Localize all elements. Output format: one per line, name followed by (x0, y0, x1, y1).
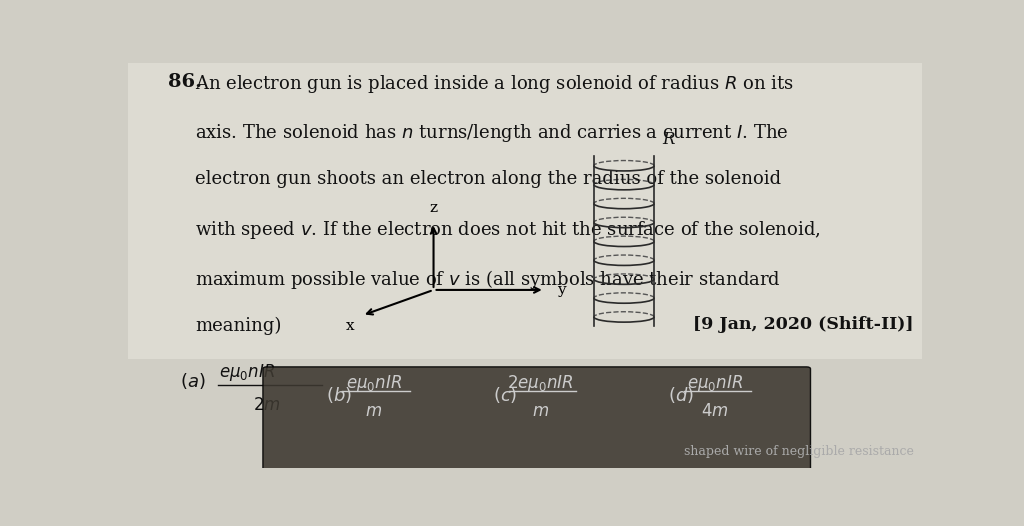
Text: $4m$: $4m$ (701, 403, 729, 420)
Text: z: z (429, 201, 437, 215)
Text: $e\mu_0 nIR$: $e\mu_0 nIR$ (687, 372, 743, 393)
Text: with speed $v$. If the electron does not hit the surface of the solenoid,: with speed $v$. If the electron does not… (196, 219, 821, 241)
Text: $(d)$: $(d)$ (668, 385, 693, 405)
Text: $2m$: $2m$ (253, 397, 281, 414)
Text: $(c)$: $(c)$ (494, 385, 517, 405)
Text: [9 Jan, 2020 (Shift-II)]: [9 Jan, 2020 (Shift-II)] (693, 316, 913, 333)
Text: $(a)$: $(a)$ (179, 371, 205, 391)
Text: $e\mu_0 nIR$: $e\mu_0 nIR$ (346, 372, 402, 393)
Text: meaning): meaning) (196, 316, 282, 335)
Text: maximum possible value of $v$ is (all symbols have their standard: maximum possible value of $v$ is (all sy… (196, 268, 781, 291)
Text: $m$: $m$ (366, 403, 383, 420)
Text: axis. The solenoid has $n$ turns/length and carries a current $I$. The: axis. The solenoid has $n$ turns/length … (196, 122, 790, 144)
Text: y: y (557, 283, 565, 297)
FancyBboxPatch shape (263, 367, 811, 470)
Text: An electron gun is placed inside a long solenoid of radius $R$ on its: An electron gun is placed inside a long … (196, 73, 795, 95)
Text: x: x (345, 319, 354, 333)
Text: $2e\mu_0 nIR$: $2e\mu_0 nIR$ (507, 372, 574, 393)
Text: $(b)$: $(b)$ (327, 385, 352, 405)
Bar (128, 63, 922, 359)
Text: electron gun shoots an electron along the radius of the solenoid: electron gun shoots an electron along th… (196, 170, 781, 188)
Text: 86.: 86. (168, 73, 202, 91)
Text: $m$: $m$ (532, 403, 549, 420)
Text: shaped wire of negligible resistance: shaped wire of negligible resistance (684, 445, 913, 458)
Text: R: R (663, 131, 675, 148)
Text: $e\mu_0 nIR$: $e\mu_0 nIR$ (219, 362, 275, 383)
